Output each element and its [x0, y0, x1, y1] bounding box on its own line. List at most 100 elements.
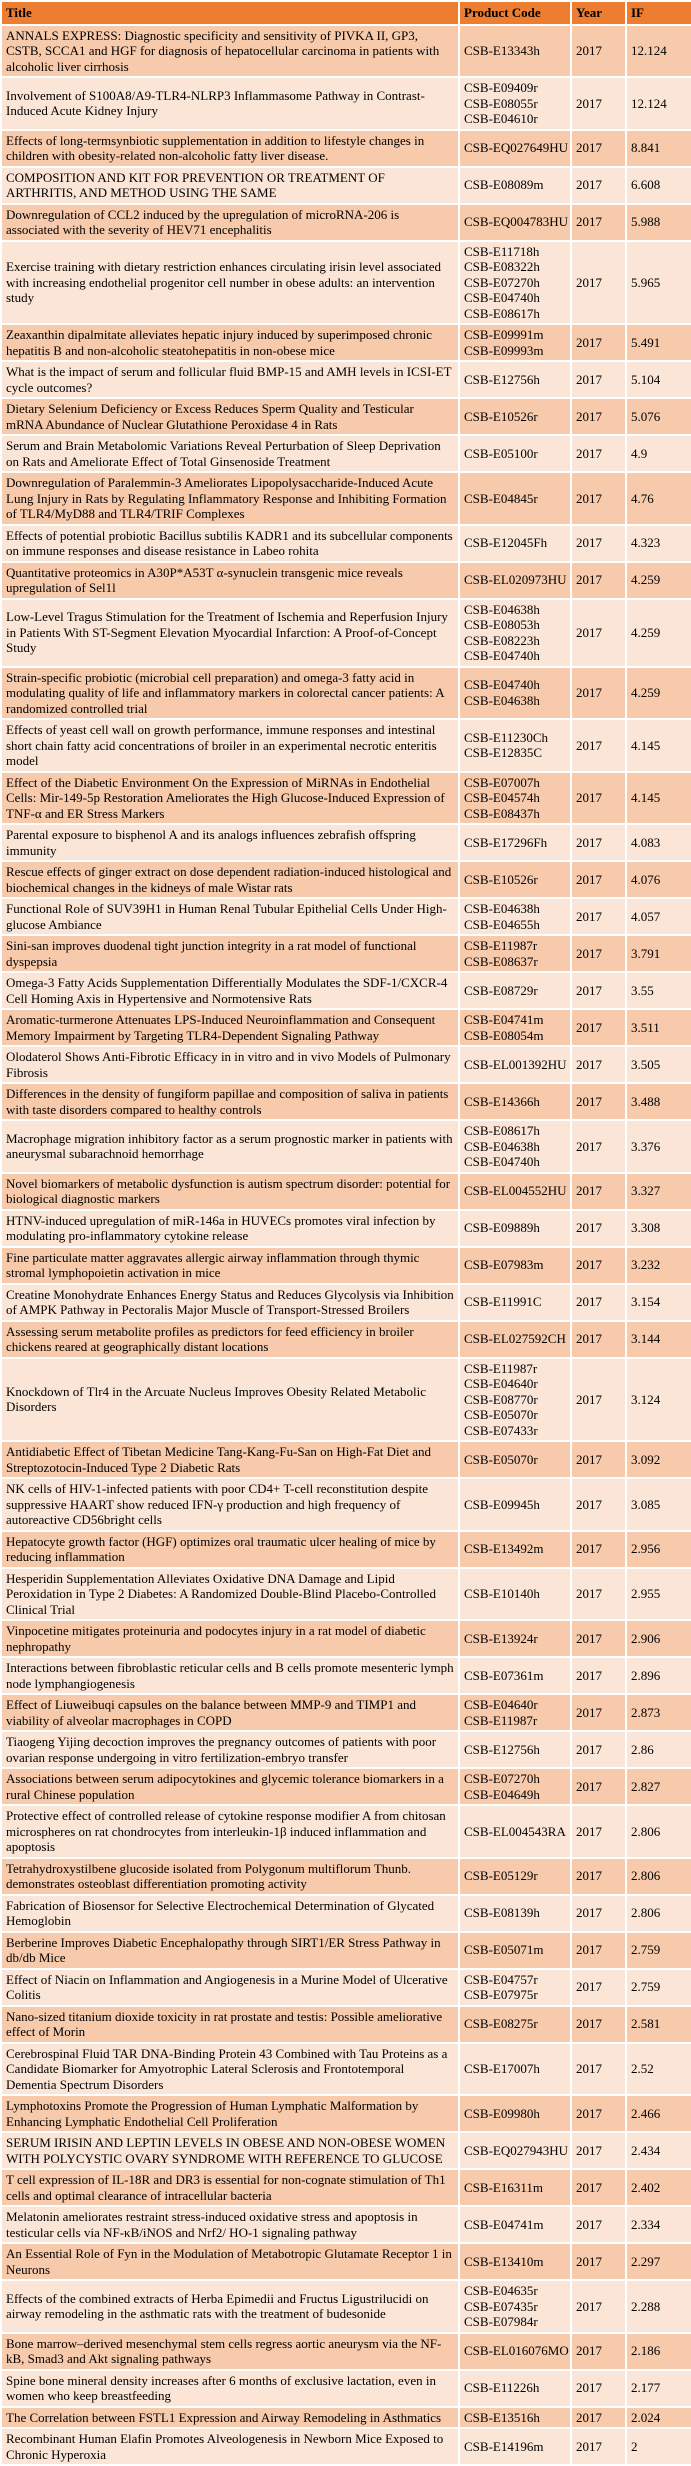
- product-code: CSB-EQ027649HU: [464, 140, 569, 156]
- product-code-cell: CSB-EL004552HU: [458, 1171, 572, 1211]
- table-row: Quantitative proteomics in A30P*A53T α-s…: [0, 560, 691, 600]
- product-code: CSB-E04741m: [464, 1012, 544, 1027]
- table-row: COMPOSITION AND KIT FOR PREVENTION OR TR…: [0, 165, 691, 205]
- product-code: CSB-E04655h: [464, 916, 540, 932]
- product-code: CSB-E08089m: [464, 177, 544, 193]
- year-cell: 2017: [570, 2004, 627, 2044]
- year-cell: 2017: [570, 1730, 627, 1769]
- impact-factor-cell: 3.55: [625, 971, 691, 1010]
- product-code: CSB-E05129r: [464, 1868, 538, 1884]
- product-code: CSB-E09993m: [464, 342, 544, 358]
- product-code: CSB-EL027592CH: [464, 1331, 566, 1347]
- table-row: Olodaterol Shows Anti-Fibrotic Efficacy …: [0, 1045, 691, 1084]
- product-code: CSB-E07361m: [464, 1667, 544, 1683]
- impact-factor-cell: 4.259: [625, 560, 691, 600]
- product-code: CSB-EQ004783HU: [464, 214, 569, 230]
- year-cell: 2017: [570, 1119, 627, 1174]
- table-row: Strain-specific probiotic (microbial cel…: [0, 665, 691, 720]
- year-cell: 2017: [570, 2205, 627, 2244]
- product-code-cell: CSB-E13516h: [458, 2405, 572, 2429]
- impact-factor-cell: 5.491: [625, 323, 691, 362]
- year-cell: 2017: [570, 2405, 627, 2429]
- product-code: CSB-E17296Fh: [464, 834, 548, 850]
- product-code-cell: CSB-E09409r CSB-E08055r CSB-E04610r: [458, 76, 572, 131]
- product-code-cell: CSB-EQ027649HU: [458, 128, 572, 168]
- impact-factor-cell: 3.505: [625, 1045, 691, 1084]
- title-cell: HTNV-induced upregulation of miR-146a in…: [0, 1208, 460, 1248]
- impact-factor-cell: 2.52: [625, 2041, 691, 2096]
- product-code: CSB-E14196m: [464, 2438, 544, 2454]
- table-row: Zeaxanthin dipalmitate alleviates hepati…: [0, 323, 691, 362]
- year-cell: 2017: [570, 1856, 627, 1896]
- impact-factor-cell: 2.466: [625, 2094, 691, 2133]
- table-row: Knockdown of Tlr4 in the Arcuate Nucleus…: [0, 1356, 691, 1442]
- year-cell: 2017: [570, 1208, 627, 1248]
- product-code-cell: CSB-E14196m: [458, 2427, 572, 2466]
- product-code: CSB-E11987r: [464, 938, 538, 953]
- year-cell: 2017: [570, 1356, 627, 1442]
- product-code: CSB-E12756h: [464, 371, 540, 387]
- table-row: Berberine Improves Diabetic Encephalopat…: [0, 1930, 691, 1970]
- year-cell: 2017: [570, 1693, 627, 1732]
- year-cell: 2017: [570, 2279, 627, 2334]
- product-code-cell: CSB-E12756h: [458, 360, 572, 399]
- product-code: CSB-E10140h: [464, 1586, 540, 1601]
- impact-factor-cell: 4.083: [625, 823, 691, 862]
- year-cell: 2017: [570, 934, 627, 973]
- table-row: Differences in the density of fungiform …: [0, 1082, 691, 1121]
- table-row: Downregulation of Paralemmin-3 Ameliorat…: [0, 471, 691, 526]
- product-code-cell: CSB-E05100r: [458, 434, 572, 473]
- product-code-cell: CSB-E04741m CSB-E08054m: [458, 1008, 572, 1047]
- impact-factor-cell: 2.955: [625, 1566, 691, 1621]
- product-code: CSB-E05100r: [464, 445, 538, 461]
- product-code: CSB-E07270h: [464, 1771, 540, 1786]
- title-cell: Zeaxanthin dipalmitate alleviates hepati…: [0, 323, 460, 362]
- title-cell: Effect of the Diabetic Environment On th…: [0, 770, 460, 825]
- table-row: Functional Role of SUV39H1 in Human Rena…: [0, 897, 691, 936]
- year-cell: 2017: [570, 323, 627, 362]
- year-cell: 2017: [570, 665, 627, 720]
- table-row: Dietary Selenium Deficiency or Excess Re…: [0, 397, 691, 436]
- product-code-cell: CSB-E13410m: [458, 2242, 572, 2281]
- product-code: CSB-E04740h: [464, 677, 540, 693]
- table-row: HTNV-induced upregulation of miR-146a in…: [0, 1208, 691, 1248]
- product-code: CSB-E04574h: [464, 790, 540, 805]
- product-code: CSB-E08139h: [464, 1905, 540, 1921]
- impact-factor-cell: 3.308: [625, 1208, 691, 1248]
- year-cell: 2017: [570, 770, 627, 825]
- table-row: Effects of yeast cell wall on growth per…: [0, 718, 691, 773]
- product-code-cell: CSB-E14366h: [458, 1082, 572, 1121]
- title-cell: Nano-sized titanium dioxide toxicity in …: [0, 2004, 460, 2044]
- product-code: CSB-E04640r: [464, 1376, 538, 1391]
- table-row: Associations between serum adipocytokine…: [0, 1767, 691, 1806]
- product-code: CSB-E04845r: [464, 490, 538, 506]
- year-cell: 2017: [570, 2242, 627, 2281]
- year-cell: 2017: [570, 202, 627, 242]
- product-code: CSB-E12045Fh: [464, 535, 548, 551]
- product-code: CSB-E04740h: [464, 1154, 540, 1169]
- impact-factor-cell: 2.334: [625, 2205, 691, 2244]
- impact-factor-cell: 4.323: [625, 523, 691, 563]
- title-cell: Vinpocetine mitigates proteinuria and po…: [0, 1619, 460, 1658]
- table-row: SERUM IRISIN AND LEPTIN LEVELS IN OBESE …: [0, 2131, 691, 2170]
- table-row: Involvement of S100A8/A9-TLR4-NLRP3 Infl…: [0, 76, 691, 131]
- year-cell: 2017: [570, 1440, 627, 1479]
- table-row: Creatine Monohydrate Enhances Energy Sta…: [0, 1282, 691, 1322]
- year-cell: 2017: [570, 1930, 627, 1970]
- title-cell: Exercise training with dietary restricti…: [0, 239, 460, 325]
- impact-factor-cell: 3.232: [625, 1245, 691, 1285]
- impact-factor-cell: 4.145: [625, 718, 691, 773]
- product-code-cell: CSB-E05070r: [458, 1440, 572, 1479]
- table-row: Parental exposure to bisphenol A and its…: [0, 823, 691, 862]
- year-cell: 2017: [570, 1045, 627, 1084]
- year-cell: 2017: [570, 597, 627, 668]
- table-row: NK cells of HIV-1-infected patients with…: [0, 1477, 691, 1532]
- table-row: Rescue effects of ginger extract on dose…: [0, 860, 691, 899]
- table-row: Omega-3 Fatty Acids Supplementation Diff…: [0, 971, 691, 1010]
- impact-factor-cell: 5.104: [625, 360, 691, 399]
- year-cell: 2017: [570, 1282, 627, 1322]
- impact-factor-cell: 2.297: [625, 2242, 691, 2281]
- title-cell: Dietary Selenium Deficiency or Excess Re…: [0, 397, 460, 436]
- product-code: CSB-E09889h: [464, 1220, 540, 1236]
- impact-factor-cell: 12.124: [625, 76, 691, 131]
